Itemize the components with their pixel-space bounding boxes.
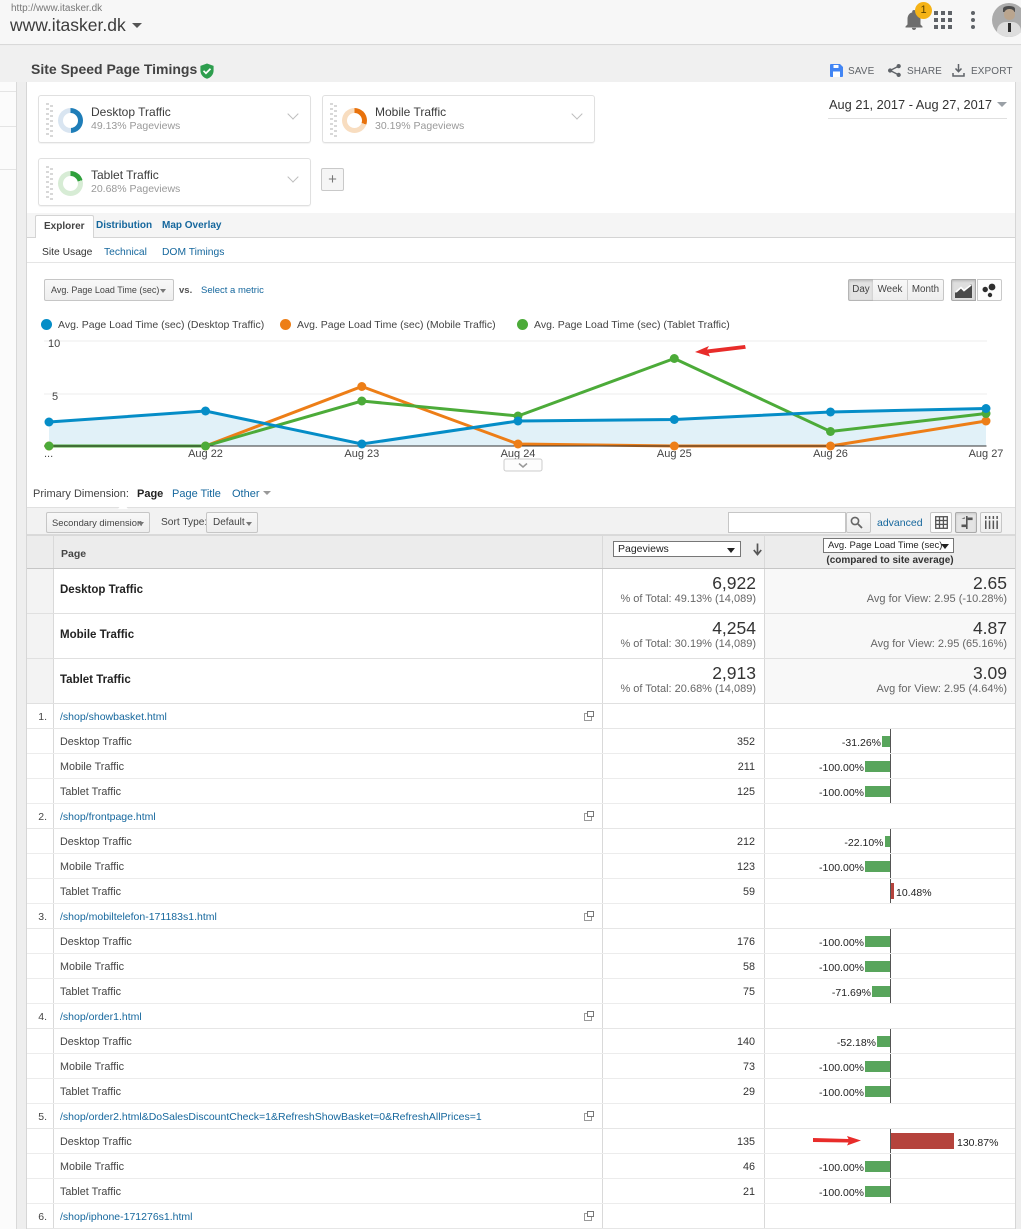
svg-text:Aug 25: Aug 25 [657, 448, 692, 460]
svg-text:...: ... [44, 448, 53, 460]
svg-text:Aug 26: Aug 26 [813, 448, 848, 460]
svg-text:Aug 23: Aug 23 [344, 448, 379, 460]
svg-text:5: 5 [52, 391, 58, 403]
svg-text:10: 10 [48, 338, 60, 350]
svg-text:Aug 24: Aug 24 [501, 448, 536, 460]
svg-text:Aug 22: Aug 22 [188, 448, 223, 460]
svg-text:Aug 27: Aug 27 [969, 448, 1004, 460]
